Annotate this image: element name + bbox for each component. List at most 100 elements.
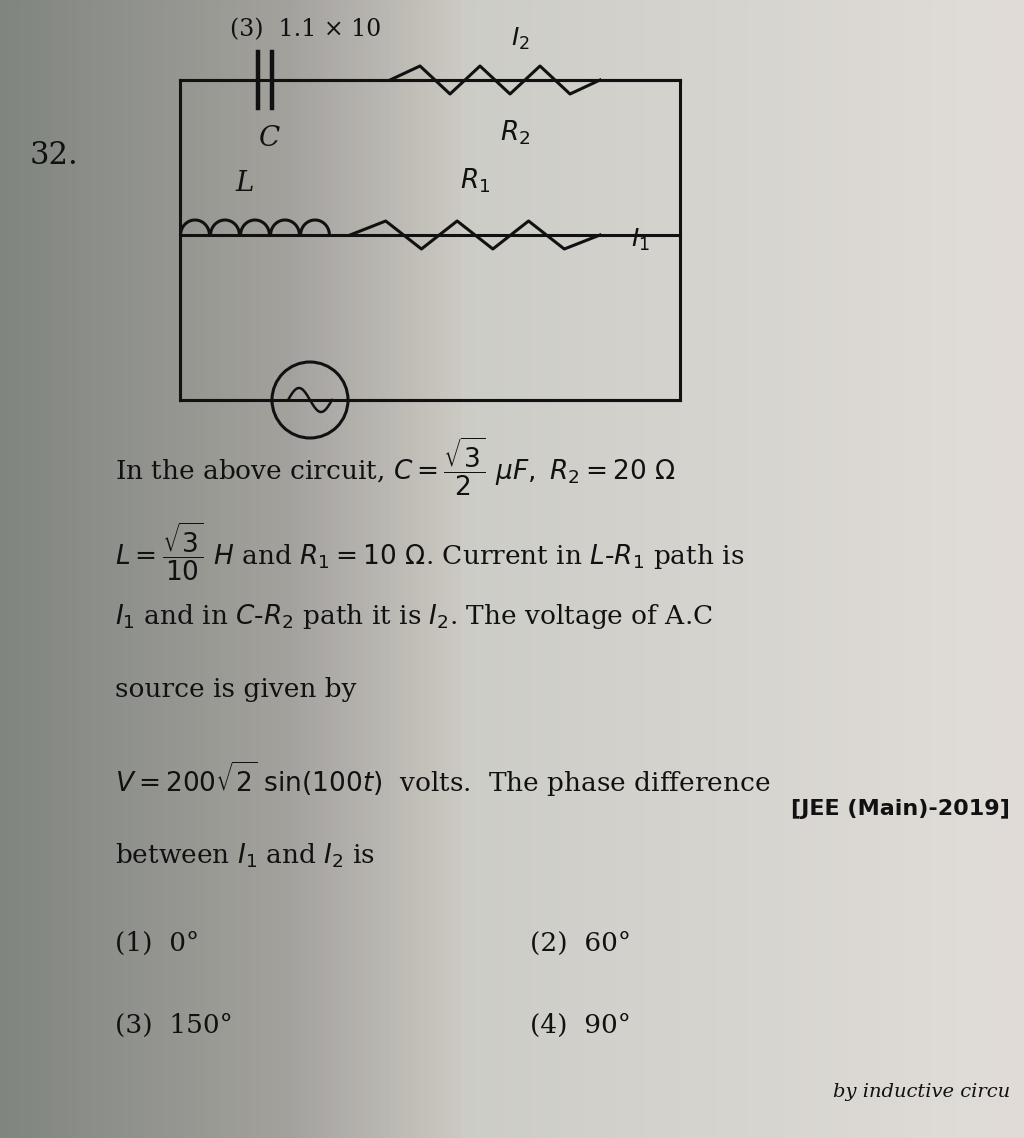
Bar [10,0,16,1138]
Bar [113,0,119,1138]
Bar [82,0,88,1138]
Bar [548,0,554,1138]
Bar [645,0,651,1138]
Bar [553,0,559,1138]
Bar [486,0,493,1138]
Bar [650,0,656,1138]
Bar [768,0,774,1138]
Bar [123,0,129,1138]
Bar [978,0,984,1138]
Bar [865,0,871,1138]
Bar [819,0,825,1138]
Bar [886,0,892,1138]
Bar [36,0,42,1138]
Bar [635,0,641,1138]
Bar [773,0,779,1138]
Bar [824,0,830,1138]
Bar [369,0,375,1138]
Bar [343,0,349,1138]
Bar [205,0,211,1138]
Bar [440,0,446,1138]
Bar [184,0,190,1138]
Bar [174,0,180,1138]
Bar [522,0,528,1138]
Bar [870,0,877,1138]
Bar [527,0,534,1138]
Bar [312,0,318,1138]
Bar [507,0,513,1138]
Bar [947,0,953,1138]
Bar [251,0,257,1138]
Bar [20,0,27,1138]
Bar [860,0,866,1138]
Bar [727,0,733,1138]
Bar [799,0,805,1138]
Bar [241,0,247,1138]
Bar [1014,0,1020,1138]
Bar [102,0,109,1138]
Text: In the above circuit, $C = \dfrac{\sqrt{3}}{2}\ \mu F,\ R_2 = 20\ \Omega$: In the above circuit, $C = \dfrac{\sqrt{… [115,435,676,497]
Bar [481,0,487,1138]
Bar [681,0,687,1138]
Bar [425,0,431,1138]
Text: $R_1$: $R_1$ [460,166,490,195]
Bar [614,0,621,1138]
Bar [200,0,206,1138]
Bar [77,0,83,1138]
Bar [384,0,390,1138]
Bar [712,0,718,1138]
Bar [128,0,134,1138]
Bar [502,0,508,1138]
Bar [1004,0,1010,1138]
Bar [737,0,743,1138]
Bar [87,0,93,1138]
Bar [783,0,790,1138]
Bar [492,0,498,1138]
Bar [445,0,452,1138]
Bar [640,0,646,1138]
Bar [46,0,52,1138]
Bar [753,0,759,1138]
Bar [466,0,472,1138]
Bar [589,0,595,1138]
Bar [56,0,62,1138]
Bar [246,0,252,1138]
Bar [189,0,196,1138]
Bar [732,0,738,1138]
Bar [353,0,359,1138]
Bar [666,0,672,1138]
Bar [804,0,810,1138]
Bar [220,0,226,1138]
Bar [307,0,313,1138]
Text: $I_2$: $I_2$ [511,26,529,52]
Bar [717,0,723,1138]
Bar [532,0,539,1138]
Bar [374,0,380,1138]
Bar [282,0,288,1138]
Bar [788,0,795,1138]
Text: (2)  60°: (2) 60° [530,931,631,956]
Bar [215,0,221,1138]
Bar [108,0,114,1138]
Bar [927,0,933,1138]
Text: $I_1$: $I_1$ [631,226,649,253]
Bar [230,0,237,1138]
Bar [809,0,815,1138]
Text: between $I_1$ and $I_2$ is: between $I_1$ and $I_2$ is [115,841,375,869]
Bar [389,0,395,1138]
Bar [133,0,139,1138]
Text: [JEE (Main)-2019]: [JEE (Main)-2019] [792,799,1010,819]
Bar [5,0,11,1138]
Bar [1019,0,1024,1138]
Bar [210,0,216,1138]
Bar [942,0,948,1138]
Bar [911,0,918,1138]
Text: (3)  1.1 × 10: (3) 1.1 × 10 [230,18,381,41]
Bar [420,0,426,1138]
Bar [901,0,907,1138]
Bar [840,0,846,1138]
Bar [937,0,943,1138]
Bar [61,0,68,1138]
Bar [538,0,544,1138]
Bar [676,0,682,1138]
